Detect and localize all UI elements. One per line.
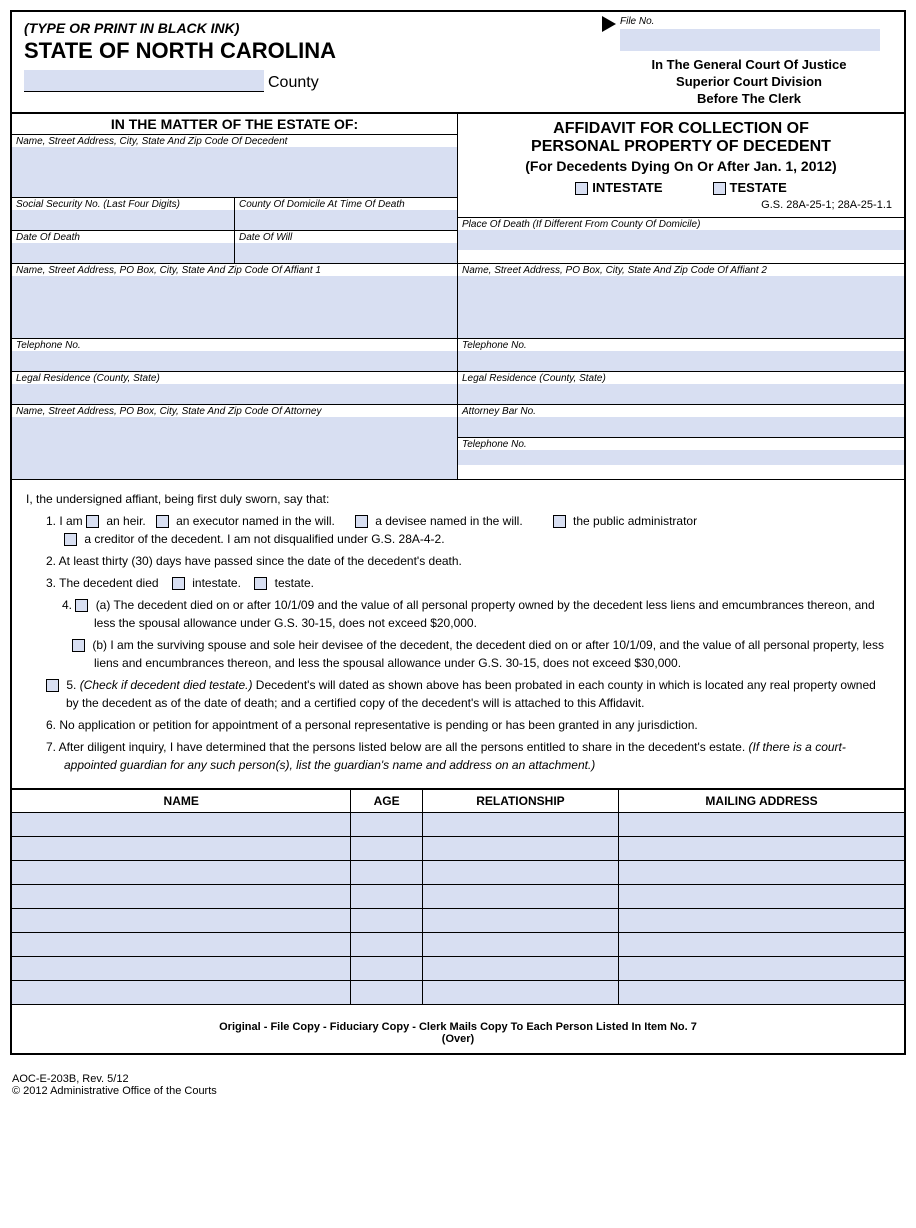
court-line-3: Before The Clerk [602, 91, 896, 108]
dod-input[interactable] [12, 243, 234, 263]
creditor-checkbox[interactable] [64, 533, 77, 546]
aff1-res-input[interactable] [12, 384, 457, 404]
item-2: 2. At least thirty (30) days have passed… [46, 552, 890, 570]
item-6: 6. No application or petition for appoin… [46, 716, 890, 734]
aff1-addr-input[interactable] [12, 276, 457, 338]
atty-tel-label: Telephone No. [458, 438, 904, 450]
aff-title-1: AFFIDAVIT FOR COLLECTION OF [464, 120, 898, 138]
th-relationship: RELATIONSHIP [422, 789, 618, 813]
testate-checkbox[interactable] [713, 182, 726, 195]
table-row[interactable] [12, 812, 904, 836]
table-row[interactable] [12, 836, 904, 860]
aff1-addr-label: Name, Street Address, PO Box, City, Stat… [12, 264, 457, 276]
intestate-checkbox[interactable] [575, 182, 588, 195]
aff1-tel-label: Telephone No. [12, 339, 457, 351]
ssn-label: Social Security No. (Last Four Digits) [12, 198, 234, 210]
item-3: 3. The decedent died intestate. testate. [46, 574, 890, 592]
intestate-label: INTESTATE [592, 180, 662, 195]
public-admin-checkbox[interactable] [553, 515, 566, 528]
aff-subtitle: (For Decedents Dying On Or After Jan. 1,… [464, 158, 898, 174]
ssn-input[interactable] [12, 210, 234, 230]
header-left: (TYPE OR PRINT IN BLACK INK) STATE OF NO… [12, 12, 594, 112]
devisee-checkbox[interactable] [355, 515, 368, 528]
aff2-res-label: Legal Residence (County, State) [458, 372, 904, 384]
th-address: MAILING ADDRESS [619, 789, 904, 813]
persons-table: NAME AGE RELATIONSHIP MAILING ADDRESS [12, 788, 904, 1005]
died-intestate-checkbox[interactable] [172, 577, 185, 590]
dow-label: Date Of Will [235, 231, 457, 243]
item-5: 5. (Check if decedent died testate.) Dec… [30, 676, 890, 712]
4a-checkbox[interactable] [75, 599, 88, 612]
affiant-section: Name, Street Address, PO Box, City, Stat… [12, 263, 904, 479]
atty-tel-input[interactable] [458, 450, 904, 465]
domicile-label: County Of Domicile At Time Of Death [235, 198, 457, 210]
atty-bar-input[interactable] [458, 417, 904, 437]
aff2-addr-label: Name, Street Address, PO Box, City, Stat… [458, 264, 904, 276]
testate-label: TESTATE [730, 180, 787, 195]
executor-checkbox[interactable] [156, 515, 169, 528]
5-checkbox[interactable] [46, 679, 59, 692]
table-row[interactable] [12, 932, 904, 956]
county-label: County [268, 74, 319, 92]
dow-input[interactable] [235, 243, 457, 263]
table-row[interactable] [12, 908, 904, 932]
item-4b: (b) I am the surviving spouse and sole h… [62, 636, 890, 672]
decedent-label: Name, Street Address, City, State And Zi… [12, 135, 457, 147]
distribution-footer: Original - File Copy - Fiduciary Copy - … [12, 1005, 904, 1053]
aff-title-2: PERSONAL PROPERTY OF DECEDENT [464, 138, 898, 156]
th-name: NAME [12, 789, 351, 813]
copyright: © 2012 Administrative Office of the Cour… [12, 1085, 904, 1097]
body-section: I, the undersigned affiant, being first … [12, 479, 904, 788]
file-no-label: File No. [620, 16, 654, 27]
4b-checkbox[interactable] [72, 639, 85, 652]
title-section: IN THE MATTER OF THE ESTATE OF: Name, St… [12, 114, 904, 263]
atty-addr-label: Name, Street Address, PO Box, City, Stat… [12, 405, 457, 417]
atty-addr-input[interactable] [12, 417, 457, 479]
item-7: 7. After diligent inquiry, I have determ… [46, 738, 890, 774]
header-right: File No. In The General Court Of Justice… [594, 12, 904, 112]
aff1-tel-input[interactable] [12, 351, 457, 371]
aff1-res-label: Legal Residence (County, State) [12, 372, 457, 384]
county-input[interactable] [24, 70, 264, 92]
domicile-input[interactable] [235, 210, 457, 230]
arrow-icon [602, 16, 616, 32]
table-row[interactable] [12, 980, 904, 1004]
court-line-2: Superior Court Division [602, 74, 896, 91]
affidavit-title: AFFIDAVIT FOR COLLECTION OF PERSONAL PRO… [458, 114, 904, 217]
form-footer: AOC-E-203B, Rev. 5/12 © 2012 Administrat… [0, 1065, 916, 1105]
court-line-1: In The General Court Of Justice [602, 57, 896, 74]
aff2-tel-label: Telephone No. [458, 339, 904, 351]
form-container: (TYPE OR PRINT IN BLACK INK) STATE OF NO… [10, 10, 906, 1055]
aff2-tel-input[interactable] [458, 351, 904, 371]
aff2-addr-input[interactable] [458, 276, 904, 338]
intro: I, the undersigned affiant, being first … [26, 490, 890, 508]
matter-header: IN THE MATTER OF THE ESTATE OF: [12, 114, 457, 135]
pod-input[interactable] [458, 230, 904, 250]
pod-label: Place Of Death (If Different From County… [458, 218, 904, 230]
aff2-res-input[interactable] [458, 384, 904, 404]
gs-ref: G.S. 28A-25-1; 28A-25-1.1 [464, 199, 898, 211]
instruction: (TYPE OR PRINT IN BLACK INK) [24, 20, 582, 36]
state-title: STATE OF NORTH CAROLINA [24, 38, 582, 64]
th-age: AGE [351, 789, 422, 813]
atty-bar-label: Attorney Bar No. [458, 405, 904, 417]
table-row[interactable] [12, 956, 904, 980]
decedent-input[interactable] [12, 147, 457, 197]
item-4a: 4. (a) The decedent died on or after 10/… [62, 596, 890, 632]
heir-checkbox[interactable] [86, 515, 99, 528]
file-no-input[interactable] [620, 29, 880, 51]
header-section: (TYPE OR PRINT IN BLACK INK) STATE OF NO… [12, 12, 904, 114]
table-row[interactable] [12, 884, 904, 908]
dod-label: Date Of Death [12, 231, 234, 243]
table-row[interactable] [12, 860, 904, 884]
died-testate-checkbox[interactable] [254, 577, 267, 590]
form-number: AOC-E-203B, Rev. 5/12 [12, 1073, 904, 1085]
item-1: 1. I am an heir. an executor named in th… [46, 512, 890, 548]
